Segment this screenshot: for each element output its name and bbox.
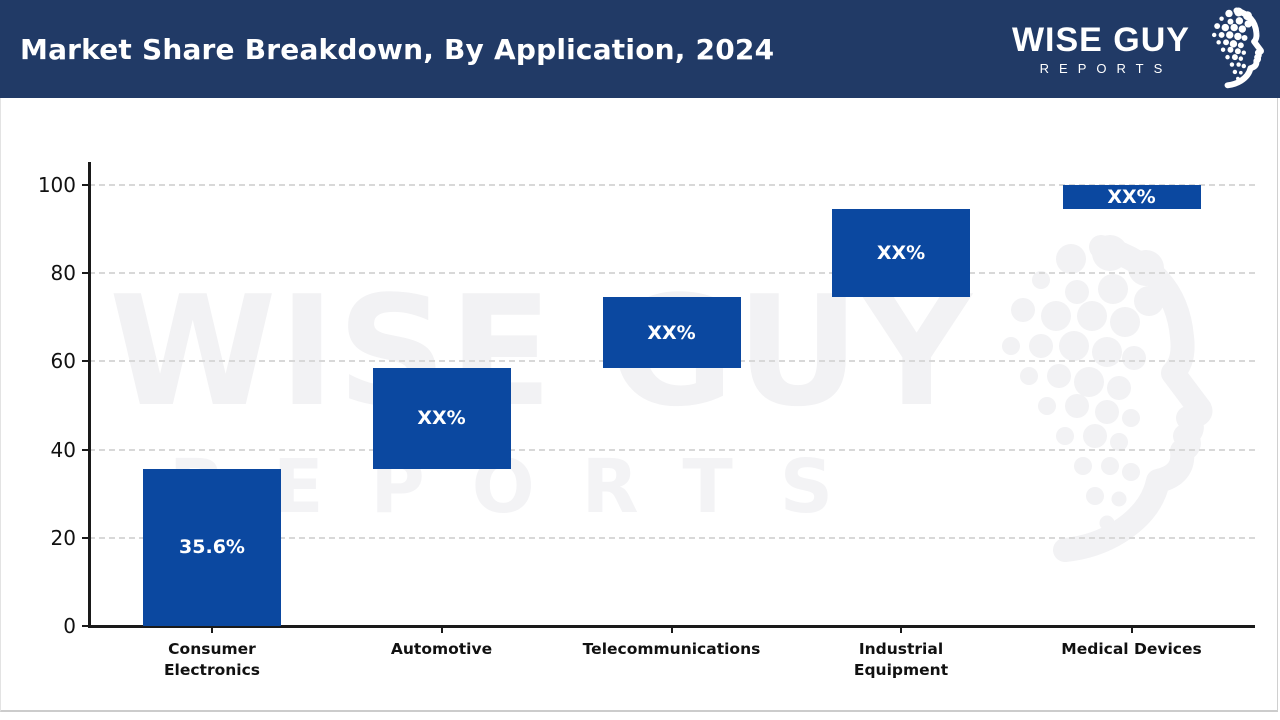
y-tick-label: 20 [50, 525, 76, 550]
x-tick-industrial-equipment [900, 626, 902, 633]
category-label-consumer-electronics: Consumer Electronics [163, 640, 261, 679]
y-tick-label: 0 [63, 614, 76, 638]
y-tick-label: 80 [50, 261, 76, 286]
gridline-80 [89, 272, 1255, 275]
bar-value-label: 35.6% [179, 536, 245, 559]
bar-value-label: XX% [647, 321, 696, 344]
logo-subtitle: REPORTS [1039, 60, 1173, 76]
y-tick-40 [82, 448, 89, 451]
x-tick-medical-devices [1130, 626, 1133, 633]
gridline-100 [89, 184, 1255, 186]
y-tick-label: 40 [50, 437, 76, 462]
y-tick-label: 100 [37, 173, 76, 197]
logo-wordmark: WISE GUY [1011, 20, 1190, 59]
y-tick-80 [82, 272, 89, 275]
y-tick-20 [82, 536, 89, 539]
bar-automotive: XX% [372, 367, 511, 469]
gridline-20 [89, 536, 1255, 539]
bar-value-label: XX% [876, 242, 926, 265]
wise-guy-logo: WISE GUY REPORTS [1012, 6, 1266, 92]
y-tick-label: 60 [50, 349, 76, 374]
bar-value-label: XX% [417, 407, 466, 430]
axes: 0 20 40 60 80 100 35.6% Consumer Electronics XX% A… [1, 98, 1277, 710]
x-tick-telecommunications [670, 626, 673, 633]
bar-consumer-electronics: 35.6% [143, 469, 281, 626]
bar-medical-devices: XX% [1062, 185, 1201, 209]
y-tick-60 [82, 360, 89, 363]
gridline-40 [89, 448, 1255, 451]
x-tick-automotive [440, 626, 443, 633]
dotted-face-icon [1192, 6, 1266, 92]
watermark-face-icon [921, 208, 1221, 602]
y-tick-100 [82, 184, 89, 186]
x-tick-consumer-electronics [211, 626, 213, 633]
y-tick-0 [82, 625, 89, 627]
category-label-industrial-equipment: Industrial Equipment [853, 640, 949, 679]
header: Market Share Breakdown, By Application, … [0, 0, 1280, 98]
bar-telecommunications: XX% [602, 297, 741, 368]
bar-value-label: XX% [1107, 185, 1156, 208]
category-label-automotive: Automotive [390, 640, 493, 658]
bar-industrial-equipment: XX% [832, 208, 970, 298]
plot-area: WISE GUY REPORTS 0 20 40 60 80 100 35.6% Consum… [0, 98, 1278, 712]
category-label-medical-devices: Medical Devices [1061, 640, 1202, 658]
y-axis-line [88, 162, 91, 627]
chart-title: Market Share Breakdown, By Application, … [20, 32, 775, 66]
category-label-telecommunications: Telecommunications [582, 640, 761, 658]
